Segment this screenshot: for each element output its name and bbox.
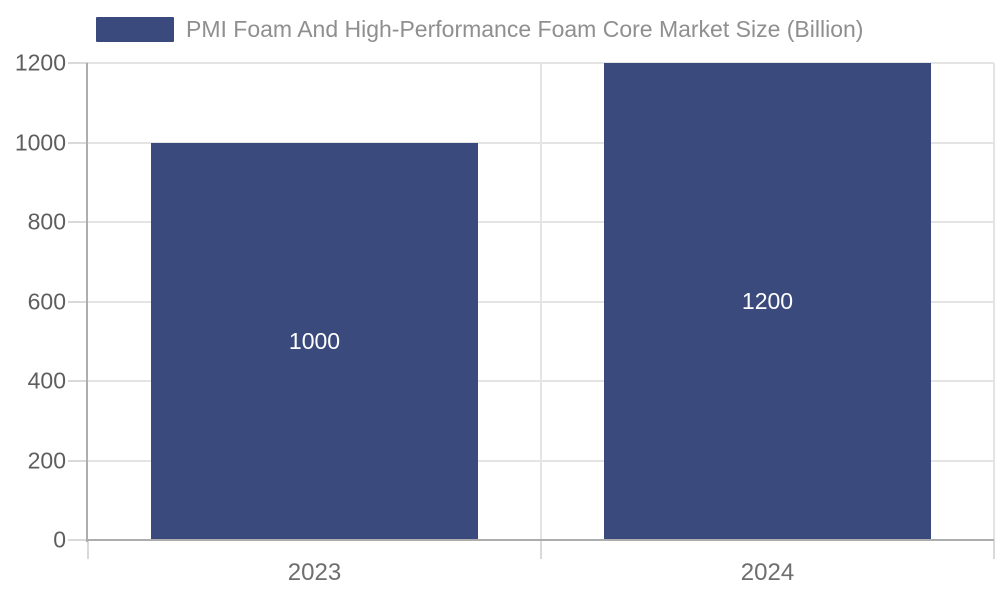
y-tick-label-200: 200 bbox=[27, 447, 66, 473]
bar-value-label-2023: 1000 bbox=[288, 327, 341, 354]
y-tick-label-1200: 1200 bbox=[14, 49, 66, 76]
y-tick-800 bbox=[68, 221, 88, 223]
x-tick-1 bbox=[540, 540, 542, 559]
y-tick-label-600: 600 bbox=[27, 288, 66, 314]
bar-value-label-2024: 1200 bbox=[741, 288, 794, 314]
y-axis-line bbox=[86, 63, 88, 542]
y-tick-label-800: 800 bbox=[27, 208, 66, 235]
bar-2024[interactable]: 1200 bbox=[604, 63, 931, 540]
plot-area: 0 200 400 600 800 1000 1200 1000 2023 1200 2024 bbox=[15, 51, 995, 585]
y-tick-label-0: 0 bbox=[53, 526, 66, 553]
gridline-x-boundary-2 bbox=[993, 63, 995, 540]
y-tick-label-1000: 1000 bbox=[14, 129, 66, 155]
y-tick-1200 bbox=[68, 62, 88, 64]
x-tick-2 bbox=[993, 540, 995, 559]
x-axis-label-2024: 2024 bbox=[740, 559, 795, 586]
y-tick-200 bbox=[68, 459, 88, 462]
x-axis-label-2023: 2023 bbox=[287, 559, 342, 586]
y-tick-1000 bbox=[68, 141, 88, 144]
legend-label: PMI Foam And High-Performance Foam Core … bbox=[186, 16, 864, 42]
y-tick-400 bbox=[68, 380, 88, 382]
bar-2023[interactable]: 1000 bbox=[151, 142, 478, 540]
x-axis-line bbox=[86, 539, 994, 541]
y-tick-600 bbox=[68, 300, 88, 303]
x-tick-0 bbox=[87, 540, 89, 559]
legend-swatch-icon bbox=[96, 17, 174, 42]
y-tick-label-400: 400 bbox=[27, 367, 66, 394]
gridline-x-boundary-1 bbox=[540, 63, 542, 540]
legend-item[interactable]: PMI Foam And High-Performance Foam Core … bbox=[96, 17, 863, 42]
y-tick-0 bbox=[68, 539, 88, 541]
